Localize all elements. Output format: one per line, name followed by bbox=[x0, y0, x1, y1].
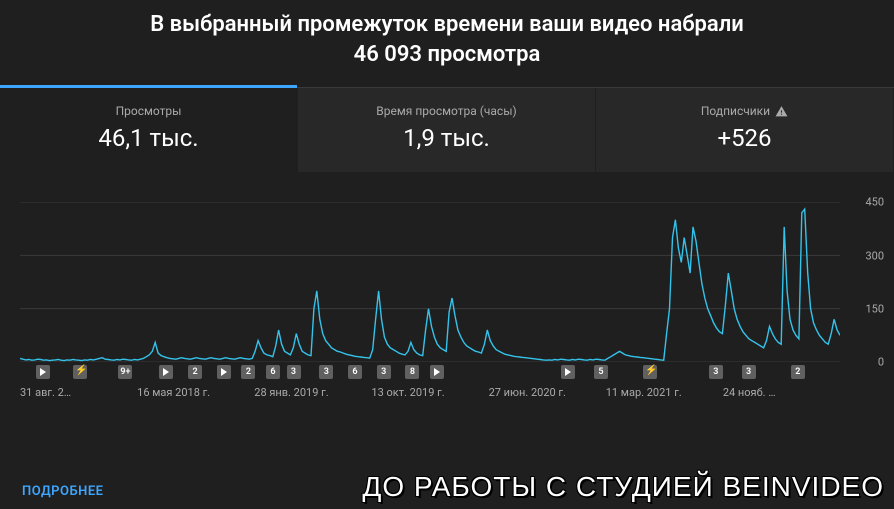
caption-overlay: ДО РАБОТЫ С СТУДИЕЙ BEINVIDEO bbox=[362, 471, 884, 503]
metric-tab-value: 46,1 тыс. bbox=[8, 124, 289, 152]
x-tick-label: 28 янв. 2019 г. bbox=[254, 386, 371, 399]
upload-marker-short-icon[interactable] bbox=[643, 365, 657, 379]
upload-marker-play-icon[interactable] bbox=[561, 365, 575, 379]
upload-markers-row: 9+226336385332 bbox=[20, 363, 840, 379]
summary-line-2: 46 093 просмотра bbox=[40, 40, 854, 70]
x-axis-labels: 31 авг. 2…16 мая 2018 г.28 янв. 2019 г.1… bbox=[20, 386, 840, 399]
x-tick-label: 11 мар. 2021 г. bbox=[606, 386, 723, 399]
upload-marker-play-icon[interactable] bbox=[217, 365, 231, 379]
x-tick-label: 13 окт. 2019 г. bbox=[371, 386, 488, 399]
warning-icon bbox=[775, 105, 788, 118]
upload-marker-count[interactable]: 3 bbox=[319, 365, 333, 379]
upload-marker-play-icon[interactable] bbox=[36, 365, 50, 379]
x-tick-label: 24 нояб. … bbox=[723, 386, 840, 399]
x-tick-label: 27 июн. 2020 г. bbox=[489, 386, 606, 399]
x-tick-label: 31 авг. 2… bbox=[20, 386, 137, 399]
metric-tabs: Просмотры 46,1 тыс. Время просмотра (часы)… bbox=[0, 87, 894, 172]
upload-marker-play-icon[interactable] bbox=[430, 365, 444, 379]
metric-tab-label: Время просмотра (часы) bbox=[306, 104, 587, 118]
metric-tab-2[interactable]: Подписчики +526 bbox=[596, 88, 894, 172]
upload-marker-count[interactable]: 6 bbox=[266, 365, 280, 379]
upload-marker-count[interactable]: 6 bbox=[348, 365, 362, 379]
summary-header: В выбранный промежуток времени ваши виде… bbox=[0, 0, 894, 87]
upload-marker-count[interactable]: 3 bbox=[709, 365, 723, 379]
upload-marker-play-icon[interactable] bbox=[159, 365, 173, 379]
upload-marker-count[interactable]: 3 bbox=[377, 365, 391, 379]
footer: ПОДРОБНЕЕ bbox=[22, 484, 104, 499]
metric-tab-value: +526 bbox=[604, 124, 885, 152]
metric-tab-0[interactable]: Просмотры 46,1 тыс. bbox=[0, 88, 298, 172]
x-tick-label: 16 мая 2018 г. bbox=[137, 386, 254, 399]
upload-marker-count[interactable]: 3 bbox=[287, 365, 301, 379]
upload-marker-count[interactable]: 5 bbox=[594, 365, 608, 379]
metric-tab-label: Просмотры bbox=[8, 104, 289, 118]
metric-tab-1[interactable]: Время просмотра (часы) 1,9 тыс. bbox=[298, 88, 596, 172]
chart-container: 0150300450 9+226336385332 31 авг. 2…16 м… bbox=[0, 172, 894, 399]
upload-marker-count[interactable]: 8 bbox=[405, 365, 419, 379]
summary-line-1: В выбранный промежуток времени ваши виде… bbox=[40, 10, 854, 40]
upload-marker-count[interactable]: 2 bbox=[791, 365, 805, 379]
more-link[interactable]: ПОДРОБНЕЕ bbox=[22, 484, 104, 499]
metric-tab-value: 1,9 тыс. bbox=[306, 124, 587, 152]
metric-tab-label: Подписчики bbox=[604, 104, 885, 118]
upload-marker-count[interactable]: 2 bbox=[241, 365, 255, 379]
views-chart: 0150300450 bbox=[20, 202, 840, 362]
upload-marker-count[interactable]: 2 bbox=[188, 365, 202, 379]
upload-marker-count[interactable]: 3 bbox=[742, 365, 756, 379]
upload-marker-count[interactable]: 9+ bbox=[118, 365, 132, 379]
upload-marker-short-icon[interactable] bbox=[73, 365, 87, 379]
